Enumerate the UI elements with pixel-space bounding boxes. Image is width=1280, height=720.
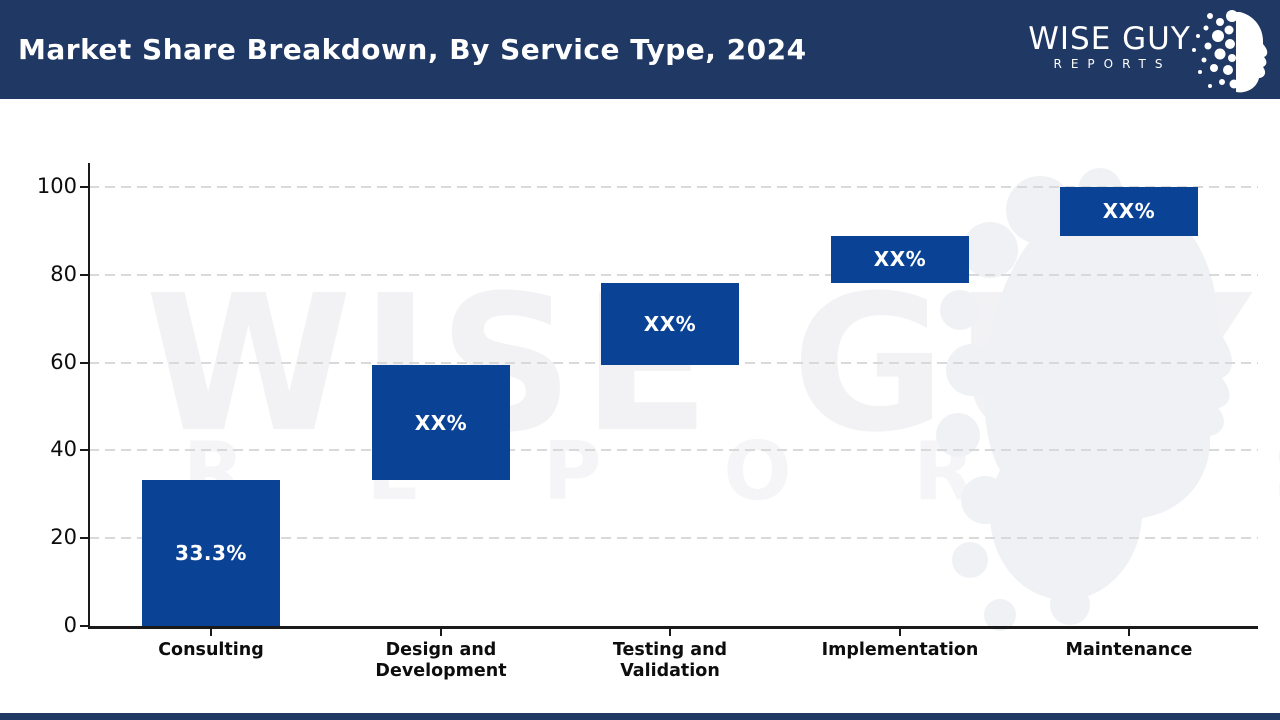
x-tick-label-line: Validation <box>620 661 720 681</box>
x-axis-line <box>88 626 1258 629</box>
bar-maintenance: XX% <box>1060 187 1198 236</box>
x-tick-mark <box>669 628 671 636</box>
x-tick-mark <box>440 628 442 636</box>
logo-wordmark: WISE GUY <box>1028 20 1191 57</box>
y-axis-line <box>88 163 90 628</box>
x-tick-label: Maintenance <box>1014 640 1244 661</box>
y-tick-label: 40 <box>50 437 77 462</box>
logo-face-icon <box>1192 9 1268 92</box>
x-tick-label: Consulting <box>96 640 326 661</box>
y-tick-label: 60 <box>50 349 77 374</box>
x-tick-mark <box>210 628 212 636</box>
y-tick-label: 0 <box>63 613 77 637</box>
bar-implementation: XX% <box>831 235 969 283</box>
y-tick-mark <box>80 361 88 364</box>
y-tick-mark <box>80 449 88 452</box>
footer-bar <box>0 713 1280 720</box>
y-tick-mark <box>80 186 88 188</box>
x-tick-label: Implementation <box>785 640 1015 661</box>
x-tick-mark <box>1128 628 1130 636</box>
bar-value-label: XX% <box>1102 199 1156 224</box>
y-tick-label: 100 <box>36 174 77 198</box>
y-tick-mark <box>80 273 88 276</box>
y-tick-label: 20 <box>50 525 77 550</box>
x-tick-label-line: Consulting <box>158 640 264 660</box>
x-tick-mark <box>899 628 901 636</box>
y-tick-mark <box>80 537 88 540</box>
page-title: Market Share Breakdown, By Service Type,… <box>18 33 807 66</box>
x-tick-label-line: Testing and <box>612 640 728 660</box>
y-tick-label: 80 <box>50 261 77 286</box>
bar-value-label: 33.3% <box>175 540 247 565</box>
bar-design-and-development: XX% <box>372 365 510 480</box>
y-gridline <box>89 186 1258 188</box>
logo-subtitle: REPORTS <box>1053 56 1172 71</box>
x-tick-label: Design and Development <box>326 640 556 682</box>
bar-consulting: 33.3% <box>142 479 280 626</box>
y-gridline <box>89 273 1258 276</box>
x-tick-label-line: Development <box>375 661 507 681</box>
bar-value-label: XX% <box>873 247 927 272</box>
bar-value-label: XX% <box>643 311 697 336</box>
y-tick-mark <box>80 625 88 627</box>
x-tick-label-line: Maintenance <box>1065 640 1193 660</box>
header-bar: Market Share Breakdown, By Service Type,… <box>0 0 1280 99</box>
bar-testing-and-validation: XX% <box>601 282 739 366</box>
y-gridline <box>89 537 1258 540</box>
wise-guy-logo: WISE GUY REPORTS <box>1017 4 1272 96</box>
y-gridline <box>89 449 1258 452</box>
x-tick-label-line: Design and <box>385 640 497 660</box>
logo-text: WISE GUY REPORTS <box>1017 22 1202 72</box>
x-tick-label-line: Implementation <box>821 640 979 660</box>
bar-value-label: XX% <box>414 410 468 435</box>
watermark-face-icon <box>936 168 1233 631</box>
x-tick-label: Testing and Validation <box>555 640 785 682</box>
